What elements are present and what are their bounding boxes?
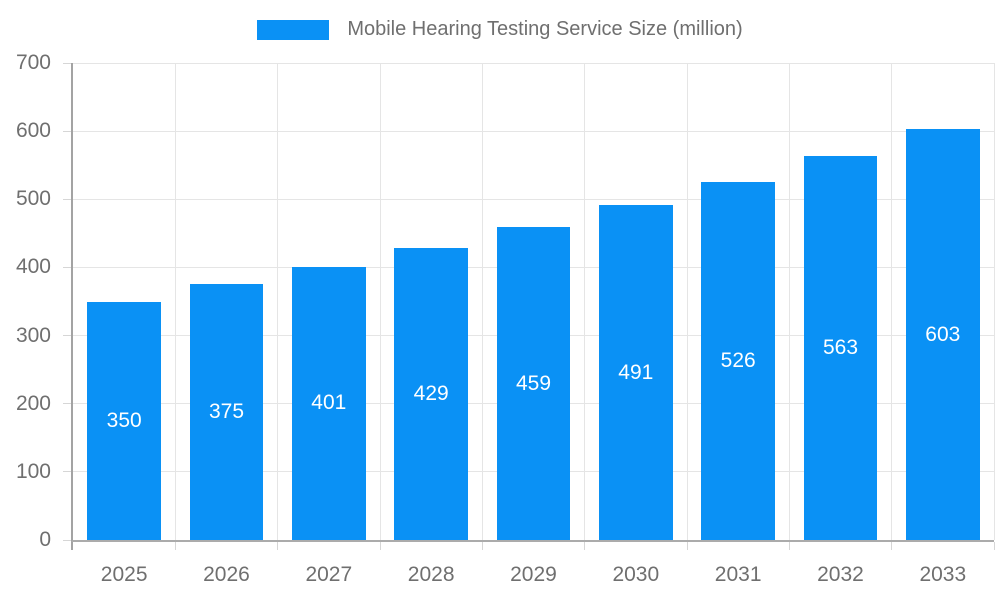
gridline-horizontal xyxy=(73,62,994,64)
y-axis-tick xyxy=(63,198,71,200)
gridline-vertical xyxy=(788,63,790,540)
legend[interactable]: Mobile Hearing Testing Service Size (mil… xyxy=(0,18,1000,41)
bar-value-label: 375 xyxy=(208,400,245,424)
bar-2026[interactable]: 375 xyxy=(189,284,264,540)
x-tick-label: 2027 xyxy=(305,563,353,586)
y-axis-tick xyxy=(63,471,71,473)
y-tick-label: 600 xyxy=(15,119,51,143)
y-tick-label: 100 xyxy=(15,459,51,483)
bar-2029[interactable]: 459 xyxy=(496,227,571,540)
bar-value-label: 491 xyxy=(618,360,654,384)
x-tick-label: 2032 xyxy=(817,563,864,586)
y-tick-label: 0 xyxy=(39,528,51,551)
bar-value-label: 603 xyxy=(925,322,961,346)
x-tick-label: 2028 xyxy=(407,563,455,586)
legend-label: Mobile Hearing Testing Service Size (mil… xyxy=(347,18,743,40)
bar-2030[interactable]: 491 xyxy=(598,205,673,540)
x-tick-label: 2026 xyxy=(203,563,250,586)
bar-2031[interactable]: 526 xyxy=(701,181,776,540)
y-tick-label: 500 xyxy=(15,187,51,211)
bar-value-label: 459 xyxy=(515,371,552,395)
y-axis-tick xyxy=(63,266,71,268)
x-axis-tick xyxy=(891,542,893,550)
x-tick-label: 2033 xyxy=(919,563,967,586)
bar-2028[interactable]: 429 xyxy=(394,247,469,540)
bar-value-label: 429 xyxy=(413,381,449,405)
x-axis-tick xyxy=(481,542,483,550)
bar-value-label: 350 xyxy=(106,408,142,432)
bar-value-label: 563 xyxy=(822,336,859,360)
gridline-horizontal xyxy=(73,130,994,132)
y-axis-tick xyxy=(63,539,71,541)
y-axis-tick xyxy=(63,335,71,337)
x-axis-tick xyxy=(993,542,995,550)
y-tick-label: 700 xyxy=(15,51,51,74)
x-tick-label: 2029 xyxy=(510,563,557,586)
bar-2025[interactable]: 350 xyxy=(87,301,162,540)
y-tick-label: 200 xyxy=(15,391,51,415)
gridline-vertical xyxy=(481,63,483,540)
x-axis-tick xyxy=(277,542,279,550)
x-axis-tick xyxy=(584,542,586,550)
gridline-vertical xyxy=(993,63,995,540)
y-tick-label: 300 xyxy=(15,323,51,347)
plot-area: 0 100 200 300 400 500 600 700 350 2025 375 2026 401 2… xyxy=(16,51,995,586)
legend-swatch-icon xyxy=(257,19,330,40)
bar-value-label: 526 xyxy=(720,348,756,372)
bar-2033[interactable]: 603 xyxy=(905,129,980,540)
x-axis-tick xyxy=(174,542,176,550)
gridline-vertical xyxy=(174,63,176,540)
bar-2027[interactable]: 401 xyxy=(291,266,366,540)
gridline-horizontal xyxy=(73,198,994,200)
x-axis-tick xyxy=(379,542,381,550)
gridline-vertical xyxy=(686,63,688,540)
bar-2032[interactable]: 563 xyxy=(803,156,878,540)
gridline-vertical xyxy=(277,63,279,540)
x-tick-label: 2025 xyxy=(100,563,148,586)
x-tick-label: 2031 xyxy=(714,563,762,586)
y-axis-tick xyxy=(63,130,71,132)
bar-value-label: 401 xyxy=(311,391,347,415)
x-axis-tick xyxy=(686,542,688,550)
gridline-vertical xyxy=(584,63,586,540)
y-tick-label: 400 xyxy=(15,255,51,279)
gridline-vertical xyxy=(891,63,893,540)
gridline-vertical xyxy=(379,63,381,540)
x-axis-tick xyxy=(71,542,73,550)
y-axis-tick xyxy=(63,62,71,64)
x-axis-tick xyxy=(788,542,790,550)
x-tick-label: 2030 xyxy=(612,563,660,586)
y-axis-tick xyxy=(63,403,71,405)
